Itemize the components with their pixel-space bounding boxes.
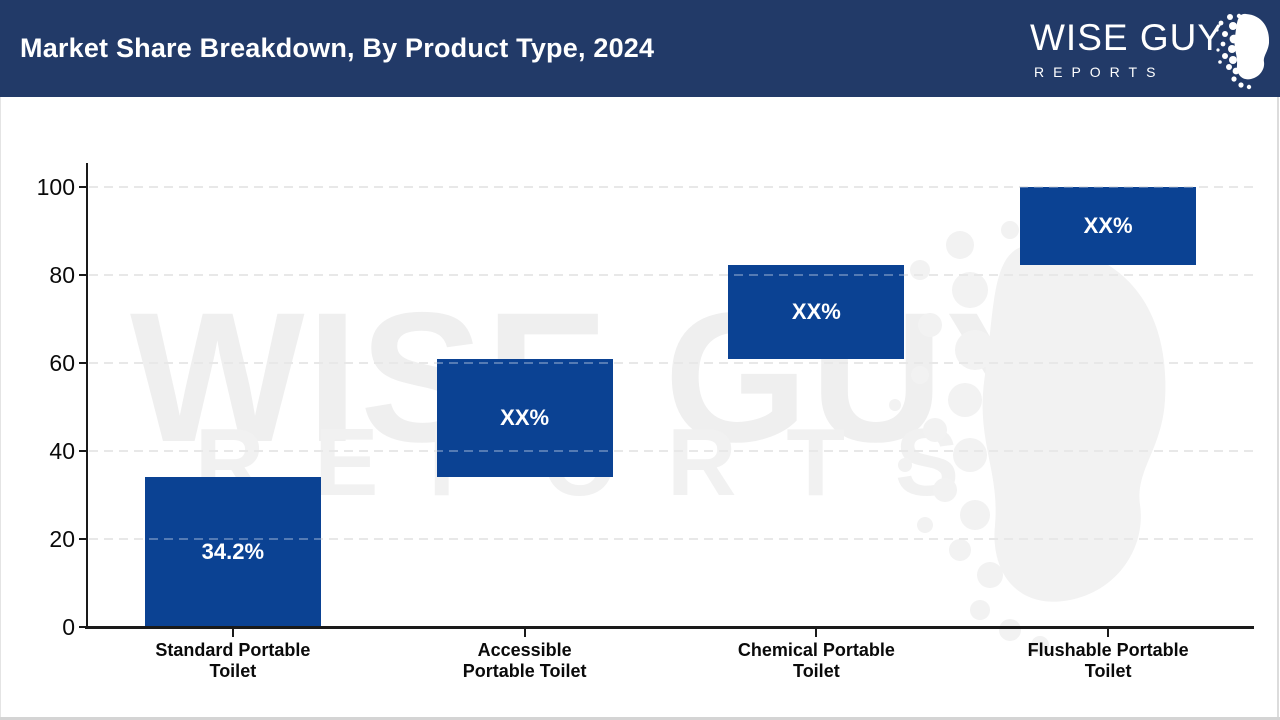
gridline	[89, 274, 1254, 276]
frame-border-left	[0, 97, 1, 720]
y-tick-label: 0	[62, 614, 75, 640]
bar-value-label: 34.2%	[201, 538, 265, 564]
x-tick-mark	[1107, 628, 1110, 637]
logo-face-dots-icon	[1215, 13, 1270, 90]
watermark-face-dots	[884, 215, 1166, 654]
bar-value-label: XX%	[791, 298, 841, 324]
page-title: Market Share Breakdown, By Product Type,…	[20, 33, 655, 63]
category-label: Accessible Portable Toilet	[405, 640, 645, 682]
category-label-line: Toilet	[1084, 661, 1132, 681]
gridline	[89, 362, 1254, 364]
y-tick-mark	[79, 538, 87, 540]
x-tick-mark	[231, 628, 234, 637]
category-label-line: Toilet	[209, 661, 257, 681]
y-tick-mark	[79, 626, 87, 628]
bar-segment[interactable]: 34.2%	[144, 476, 321, 627]
gridline-overlay	[89, 274, 1254, 276]
gridline-overlay	[89, 362, 1254, 364]
brand-logo: WISE GUY REPORTS	[1000, 4, 1272, 94]
gridline-overlay	[89, 450, 1254, 452]
category-label: Standard Portable Toilet	[113, 640, 353, 682]
y-axis-spine	[86, 163, 88, 628]
gridline-overlay	[89, 186, 1254, 188]
logo-tagline: REPORTS	[1034, 64, 1165, 80]
category-label: Flushable Portable Toilet	[988, 640, 1228, 682]
y-tick-label: 40	[49, 438, 75, 464]
frame-border-bottom	[0, 717, 1280, 720]
y-tick-label: 80	[49, 262, 75, 288]
category-label-line: Accessible	[477, 640, 572, 660]
x-tick-mark	[815, 628, 818, 637]
x-tick-mark	[523, 628, 526, 637]
y-tick-mark	[79, 274, 87, 276]
header-bar: Market Share Breakdown, By Product Type,…	[0, 0, 1280, 97]
frame-border-right	[1277, 97, 1279, 720]
bar-segment[interactable]: XX%	[1020, 187, 1197, 265]
gridline	[89, 450, 1254, 452]
x-axis-spine	[85, 626, 1254, 629]
category-label-line: Portable Toilet	[462, 661, 587, 681]
category-label-line: Flushable Portable	[1027, 640, 1189, 660]
y-tick-mark	[79, 450, 87, 452]
y-tick-label: 20	[49, 526, 75, 552]
gridline	[89, 186, 1254, 188]
category-label-line: Toilet	[793, 661, 840, 681]
bar-value-label: XX%	[1083, 212, 1133, 238]
y-tick-label: 60	[49, 350, 75, 376]
bar-segment[interactable]: XX%	[728, 264, 905, 359]
bar-value-label: XX%	[500, 404, 550, 430]
gridline	[89, 538, 1254, 540]
gridline-overlay	[89, 538, 1254, 540]
y-tick-mark	[79, 186, 87, 188]
category-label: Chemical Portable Toilet	[696, 640, 936, 682]
category-label-line: Chemical Portable	[737, 640, 895, 660]
category-label-line: Standard Portable	[155, 640, 311, 660]
y-tick-label: 100	[36, 174, 75, 200]
bar-segment[interactable]: XX%	[436, 358, 613, 477]
y-tick-mark	[79, 362, 87, 364]
logo-wordmark: WISE GUY	[1030, 17, 1224, 58]
